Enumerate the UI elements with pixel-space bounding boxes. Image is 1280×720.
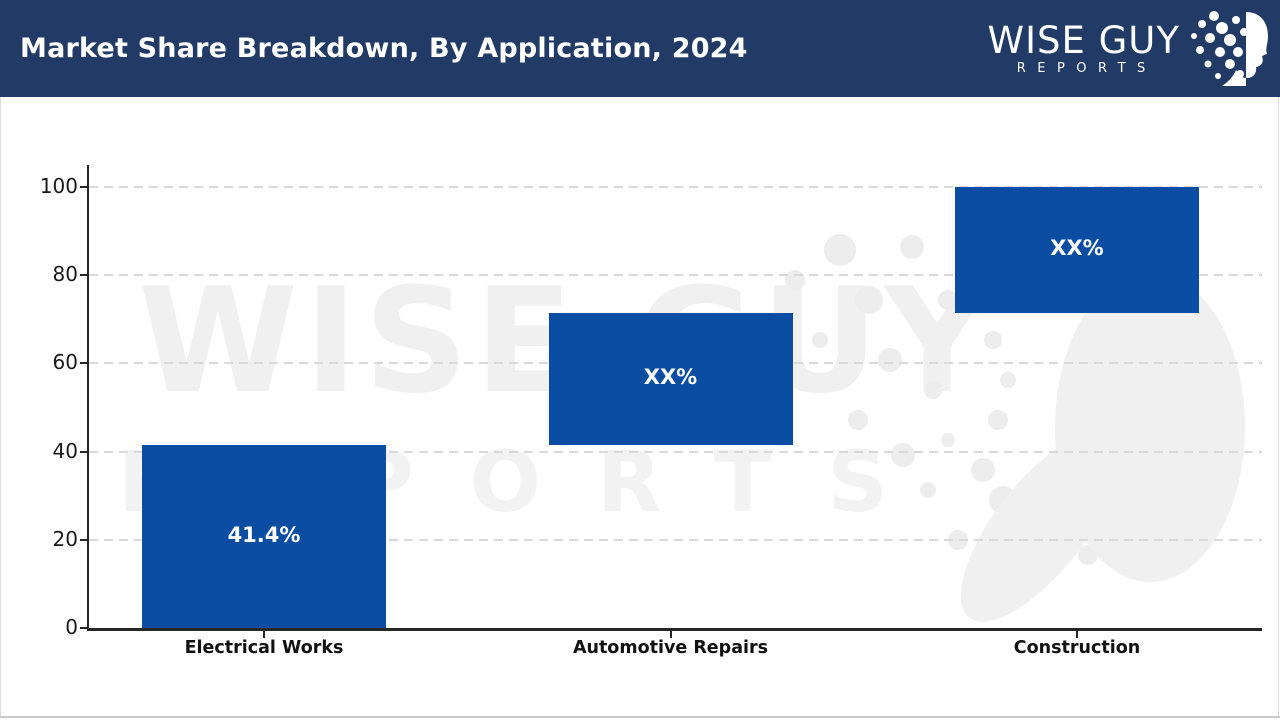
x-tick-mark: [263, 630, 265, 638]
bar-value-label: XX%: [1050, 236, 1104, 261]
bar-value-label: XX%: [643, 365, 698, 390]
x-tick-mark: [669, 630, 672, 638]
y-tick-label: 0: [65, 615, 78, 639]
x-tick-mark: [1076, 630, 1078, 638]
chart-title: Market Share Breakdown, By Application, …: [20, 33, 748, 64]
x-category-label: Automotive Repairs: [572, 638, 769, 658]
bar-value-label: 41.4%: [227, 522, 301, 547]
bar: [548, 313, 793, 446]
y-tick-label: 80: [52, 262, 78, 287]
y-tick-mark: [80, 450, 88, 453]
y-axis-line: [87, 165, 89, 630]
frame-right-border: [1278, 97, 1279, 717]
grid-line: [89, 274, 1262, 277]
y-tick-mark: [80, 274, 88, 277]
x-axis-line: [87, 628, 1262, 631]
bar: [142, 445, 386, 628]
y-tick-label: 60: [52, 350, 78, 375]
logo-wordmark: WISE GUY: [987, 19, 1180, 62]
watermark-face-icon: [785, 232, 1245, 622]
wiseguy-face-icon: [1191, 10, 1268, 86]
bar: [955, 187, 1199, 314]
header: Market Share Breakdown, By Application, …: [0, 0, 1280, 97]
logo-subtext: REPORTS: [1016, 61, 1157, 76]
grid-line: [89, 538, 1262, 541]
y-tick-mark: [80, 627, 88, 629]
frame-bottom-border: [0, 716, 1280, 718]
y-tick-mark: [80, 362, 88, 365]
frame-left-border: [0, 97, 1, 717]
grid-line: [89, 186, 1262, 189]
logo-text: WISE GUY REPORTS: [988, 22, 1180, 75]
x-category-label: Electrical Works: [184, 638, 344, 658]
grid-line: [89, 450, 1262, 453]
y-tick-label: 40: [52, 438, 78, 463]
y-tick-label: 100: [39, 174, 78, 199]
y-tick-label: 20: [52, 526, 78, 551]
y-tick-mark: [80, 186, 88, 189]
x-category-label: Construction: [1013, 638, 1141, 658]
y-tick-mark: [80, 538, 88, 541]
wiseguy-logo: WISE GUY REPORTS: [988, 6, 1272, 92]
